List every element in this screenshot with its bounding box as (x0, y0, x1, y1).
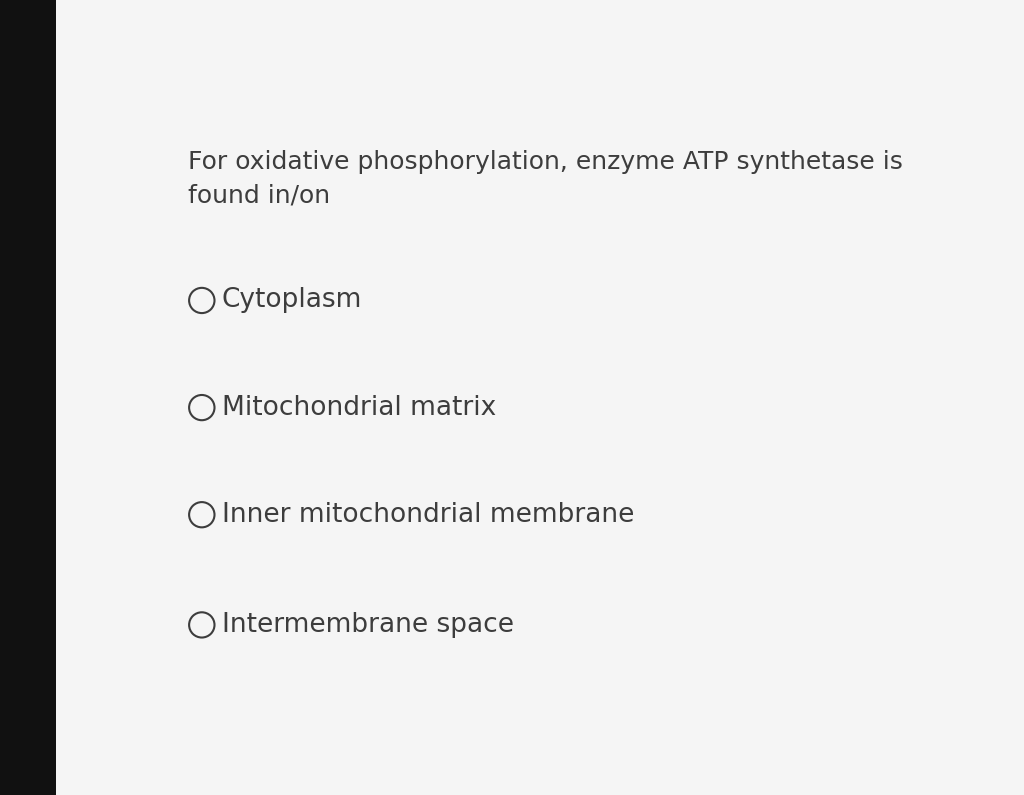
Text: Intermembrane space: Intermembrane space (221, 612, 514, 638)
Text: Mitochondrial matrix: Mitochondrial matrix (221, 394, 496, 421)
Text: Cytoplasm: Cytoplasm (221, 288, 362, 313)
Text: For oxidative phosphorylation, enzyme ATP synthetase is
found in/on: For oxidative phosphorylation, enzyme AT… (187, 150, 902, 208)
Text: Inner mitochondrial membrane: Inner mitochondrial membrane (221, 502, 634, 528)
